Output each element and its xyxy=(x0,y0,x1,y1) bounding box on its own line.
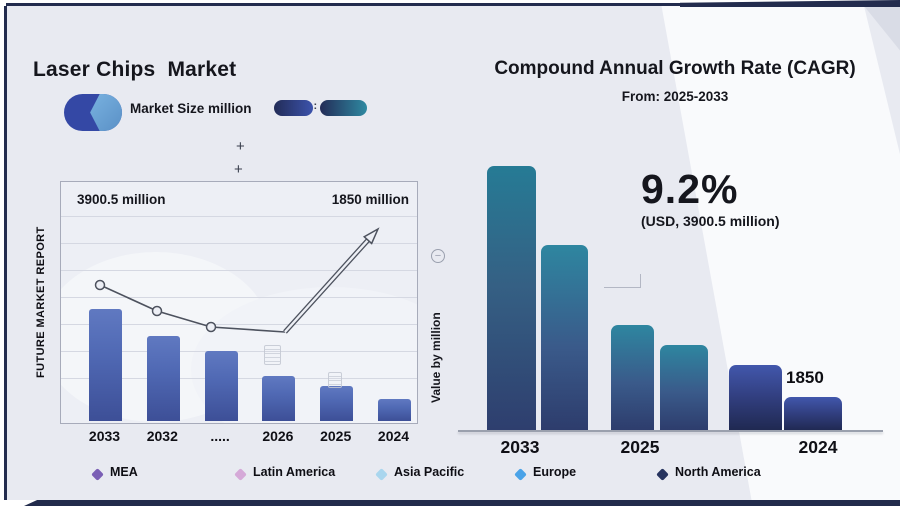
frame-border-bottom xyxy=(24,500,900,506)
cagr-note: (USD, 3900.5 million) xyxy=(641,213,780,229)
corner-bracket-decoration xyxy=(604,274,641,288)
bar-..... xyxy=(204,351,238,421)
x-axis-label: 2024 xyxy=(798,437,838,457)
ratio-pill-left-icon xyxy=(274,100,313,116)
legend-label: MEA xyxy=(110,465,138,479)
cagr-bar-chart xyxy=(458,149,890,431)
bar-2032 xyxy=(146,336,180,421)
plus-mark-icon: + xyxy=(234,161,243,178)
frame-border-top-right xyxy=(680,0,900,7)
bar-2025-secondary xyxy=(660,345,708,431)
bar-data-label: 1850 xyxy=(786,368,824,387)
ratio-separator: : xyxy=(313,100,318,112)
x-axis-label: 2026 xyxy=(262,428,294,444)
cagr-subtitle: From: 2025-2033 xyxy=(621,89,729,104)
x-axis-label: 2024 xyxy=(377,428,410,444)
right-chart-y-axis-label: Value by million xyxy=(429,312,443,403)
frame-border-top xyxy=(6,3,686,6)
x-axis-label: 2033 xyxy=(500,437,540,457)
frame-border-left xyxy=(4,6,7,500)
x-axis-label: ..... xyxy=(210,428,230,444)
legend-label: North America xyxy=(675,465,761,479)
market-size-label: Market Size million xyxy=(130,101,252,116)
legend-label: Europe xyxy=(533,465,577,479)
x-axis-label: 2033 xyxy=(88,428,121,444)
bar-2033-primary xyxy=(487,166,536,431)
bar-2025-primary xyxy=(611,325,654,431)
legend-label: Latin America xyxy=(253,465,336,479)
bar-2033 xyxy=(89,309,122,421)
annotation-start-value: 3900.5 million xyxy=(77,192,166,207)
market-size-chart: 3900.5 million 1850 million xyxy=(60,181,418,424)
document-watermark-icon xyxy=(328,372,342,388)
ratio-pill-right-icon xyxy=(320,100,367,116)
bar-2024-primary xyxy=(729,365,782,431)
bar-2033-secondary xyxy=(541,245,588,431)
document-watermark-icon xyxy=(264,345,281,365)
x-axis-label: 2025 xyxy=(620,437,660,457)
annotation-end-value: 1850 million xyxy=(331,192,409,207)
legend-label: Asia Pacific xyxy=(394,465,465,479)
market-size-icon xyxy=(64,94,122,131)
bar-2026 xyxy=(262,376,296,421)
market-size-icon-arrow xyxy=(90,94,122,131)
x-axis-label: 2032 xyxy=(146,428,178,444)
circled-minus-icon: − xyxy=(431,249,445,263)
bar-2024-secondary xyxy=(784,397,842,431)
cagr-title: Compound Annual Growth Rate (CAGR) xyxy=(494,58,856,79)
bar-2025 xyxy=(320,386,354,421)
x-axis-baseline xyxy=(458,430,883,432)
bar-2024 xyxy=(378,399,411,421)
cagr-value: 9.2% xyxy=(641,166,739,212)
left-chart-y-axis-label: FUTURE MARKET REPORT xyxy=(35,226,47,379)
page-title: Laser Chips Market xyxy=(33,58,237,81)
plus-mark-icon: + xyxy=(236,138,245,155)
x-axis-label: 2025 xyxy=(320,428,352,444)
